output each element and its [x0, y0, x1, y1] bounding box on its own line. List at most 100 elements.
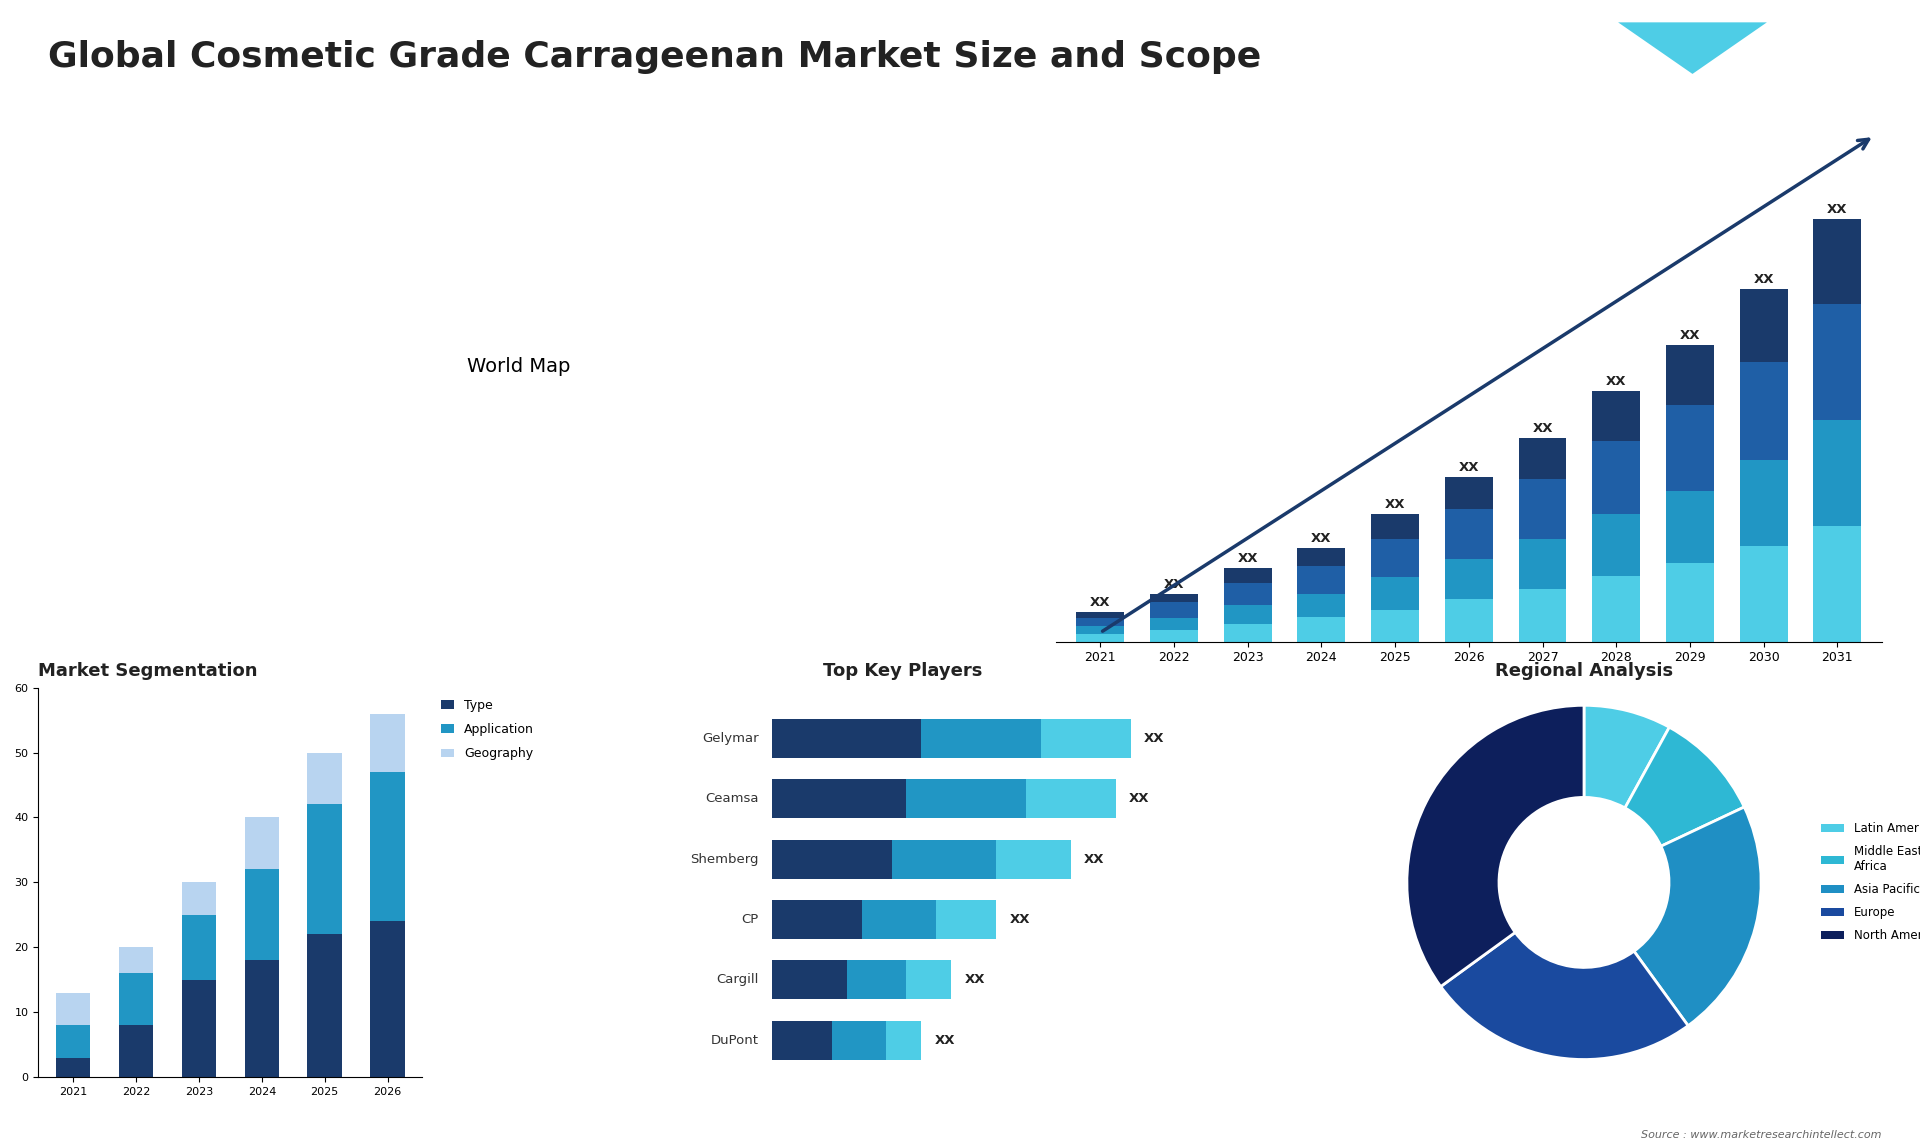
Wedge shape	[1440, 933, 1688, 1060]
Text: Shemberg: Shemberg	[691, 853, 758, 865]
Bar	[1150, 618, 1198, 629]
Bar	[1298, 595, 1346, 617]
Bar	[922, 719, 1041, 758]
Bar	[1298, 566, 1346, 595]
Text: XX: XX	[1236, 552, 1258, 565]
Bar	[182, 915, 217, 980]
Bar	[1025, 779, 1116, 818]
Text: XX: XX	[1384, 497, 1405, 511]
Text: World Map: World Map	[467, 358, 570, 376]
Text: XX: XX	[1085, 853, 1104, 865]
Bar	[1740, 461, 1788, 545]
Bar	[119, 1026, 154, 1077]
Bar	[1812, 526, 1860, 642]
Text: Ceamsa: Ceamsa	[705, 792, 758, 806]
Legend: Latin America, Middle East &
Africa, Asia Pacific, Europe, North America: Latin America, Middle East & Africa, Asi…	[1816, 817, 1920, 948]
Text: XX: XX	[1164, 579, 1185, 591]
Bar	[1150, 595, 1198, 603]
Bar	[772, 1021, 831, 1060]
Text: INTELLECT: INTELLECT	[1782, 86, 1839, 96]
Bar	[371, 714, 405, 772]
Text: XX: XX	[1680, 329, 1701, 342]
Bar	[937, 900, 996, 939]
Bar	[1519, 539, 1567, 589]
Text: XX: XX	[1010, 913, 1029, 926]
Text: XX: XX	[1144, 732, 1164, 745]
Bar	[1812, 421, 1860, 526]
Text: MARKET: MARKET	[1782, 41, 1828, 52]
Bar	[1592, 441, 1640, 513]
Bar	[1223, 623, 1271, 642]
Bar	[1446, 559, 1492, 599]
Bar	[1041, 719, 1131, 758]
Text: XX: XX	[1828, 203, 1847, 215]
Bar	[1667, 345, 1715, 405]
Bar	[1371, 578, 1419, 610]
Bar	[1446, 477, 1492, 509]
Bar	[1150, 603, 1198, 618]
Bar	[307, 804, 342, 934]
Bar	[1371, 610, 1419, 642]
Bar	[906, 779, 1025, 818]
Bar	[1812, 219, 1860, 304]
Bar	[906, 960, 952, 999]
Bar	[1740, 289, 1788, 362]
Bar	[1446, 509, 1492, 559]
Bar	[182, 882, 217, 915]
Text: RESEARCH: RESEARCH	[1782, 64, 1839, 73]
Text: Market Segmentation: Market Segmentation	[38, 662, 257, 681]
Bar	[1223, 605, 1271, 623]
Bar	[1519, 479, 1567, 539]
Text: XX: XX	[964, 973, 985, 987]
Bar	[772, 960, 847, 999]
Bar	[996, 840, 1071, 879]
Wedge shape	[1407, 705, 1584, 987]
Text: XX: XX	[1091, 596, 1110, 609]
Legend: Type, Application, Geography: Type, Application, Geography	[436, 693, 540, 766]
Bar	[119, 948, 154, 973]
Bar	[371, 772, 405, 921]
Bar	[244, 817, 278, 870]
Wedge shape	[1584, 705, 1668, 808]
Text: Source : www.marketresearchintellect.com: Source : www.marketresearchintellect.com	[1642, 1130, 1882, 1140]
Text: DuPont: DuPont	[710, 1034, 758, 1046]
Bar	[772, 840, 891, 879]
Bar	[244, 960, 278, 1077]
Bar	[1740, 545, 1788, 642]
Text: XX: XX	[1532, 422, 1553, 435]
Text: XX: XX	[935, 1034, 954, 1046]
Text: Cargill: Cargill	[716, 973, 758, 987]
Polygon shape	[1619, 22, 1766, 73]
Text: CP: CP	[741, 913, 758, 926]
Bar	[307, 934, 342, 1077]
Bar	[1371, 513, 1419, 539]
Bar	[1667, 563, 1715, 642]
Bar	[1077, 618, 1125, 626]
Bar	[119, 973, 154, 1026]
Text: XX: XX	[1753, 273, 1774, 286]
Bar	[891, 840, 996, 879]
Text: XX: XX	[1459, 461, 1478, 473]
Text: XX: XX	[1129, 792, 1150, 806]
Bar	[1519, 589, 1567, 642]
Bar	[1371, 539, 1419, 578]
Bar	[1667, 405, 1715, 490]
Bar	[1812, 304, 1860, 421]
Wedge shape	[1624, 728, 1743, 846]
Bar	[1077, 634, 1125, 642]
Bar	[1298, 548, 1346, 566]
Bar	[1223, 568, 1271, 583]
Text: Gelymar: Gelymar	[703, 732, 758, 745]
Bar	[772, 719, 922, 758]
Bar	[1740, 362, 1788, 461]
Bar	[1667, 490, 1715, 563]
Bar	[1223, 583, 1271, 605]
Bar	[1592, 391, 1640, 441]
Bar	[847, 960, 906, 999]
Bar	[772, 779, 906, 818]
Bar	[831, 1021, 885, 1060]
Wedge shape	[1634, 807, 1761, 1026]
Bar	[1298, 617, 1346, 642]
Bar	[772, 900, 862, 939]
Bar	[56, 1058, 90, 1077]
